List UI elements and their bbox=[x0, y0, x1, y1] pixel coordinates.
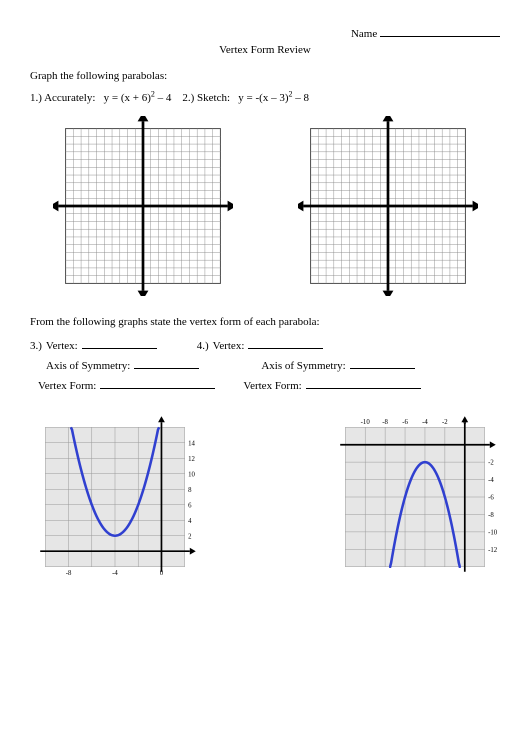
problem-3-vertex: 3.) Vertex: bbox=[30, 340, 157, 352]
svg-text:-12: -12 bbox=[488, 547, 498, 554]
svg-text:6: 6 bbox=[188, 502, 192, 509]
problem-1-eq-prefix: y = (x + 6) bbox=[104, 92, 151, 104]
svg-text:-8: -8 bbox=[488, 512, 494, 519]
svg-text:-2: -2 bbox=[442, 419, 448, 426]
problem-4-vertex: 4.) Vertex: bbox=[197, 340, 324, 352]
svg-text:-10: -10 bbox=[488, 529, 498, 536]
svg-text:4: 4 bbox=[188, 518, 192, 525]
name-field-row: Name bbox=[30, 28, 500, 40]
problem-2-eq-suffix: – 8 bbox=[293, 92, 310, 104]
problem-4-number: 4.) bbox=[197, 340, 209, 352]
name-blank[interactable] bbox=[380, 36, 500, 37]
problem-3-number: 3.) bbox=[30, 340, 42, 352]
svg-text:14: 14 bbox=[188, 440, 195, 447]
problem-2-label: Sketch: bbox=[197, 92, 230, 104]
problem-3-axis: Axis of Symmetry: bbox=[46, 360, 199, 372]
vertex-label: Vertex: bbox=[46, 340, 78, 352]
form-label: Vertex Form: bbox=[243, 380, 301, 392]
form-blank-4[interactable] bbox=[306, 388, 421, 389]
problem-3-form: Vertex Form: bbox=[38, 380, 215, 392]
form-blank-3[interactable] bbox=[100, 388, 215, 389]
svg-text:0: 0 bbox=[463, 419, 467, 426]
parabola-graphs-row: -8-402468101214 -10-8-6-4-20-2-4-6-8-10-… bbox=[30, 412, 500, 582]
problem-4-form: Vertex Form: bbox=[243, 380, 420, 392]
problem-1-label: Accurately: bbox=[44, 92, 95, 104]
vertex-label: Vertex: bbox=[213, 340, 245, 352]
problem-2-number: 2.) bbox=[182, 92, 194, 104]
svg-text:-4: -4 bbox=[422, 419, 428, 426]
svg-text:-4: -4 bbox=[112, 570, 118, 577]
problem-1-number: 1.) bbox=[30, 92, 42, 104]
worksheet-page: Name Vertex Form Review Graph the follow… bbox=[0, 0, 530, 749]
axis-label: Axis of Symmetry: bbox=[46, 360, 130, 372]
svg-text:-2: -2 bbox=[488, 460, 494, 467]
section2-instruction: From the following graphs state the vert… bbox=[30, 316, 500, 328]
vertex-blank-3[interactable] bbox=[82, 348, 157, 349]
svg-text:-4: -4 bbox=[488, 477, 494, 484]
name-label: Name bbox=[351, 28, 377, 40]
problem-1-eq-suffix: – 4 bbox=[155, 92, 172, 104]
axis-blank-3[interactable] bbox=[134, 368, 199, 369]
answer-blanks: 3.) Vertex: 4.) Vertex: Axis of Symmetry… bbox=[30, 340, 500, 392]
svg-text:0: 0 bbox=[160, 570, 164, 577]
svg-text:-6: -6 bbox=[488, 495, 494, 502]
svg-text:-8: -8 bbox=[66, 570, 72, 577]
svg-text:10: 10 bbox=[188, 471, 195, 478]
page-title: Vertex Form Review bbox=[30, 44, 500, 56]
parabola-graph-3: -8 -4 0 2 4 6 8 10 12 14 bbox=[30, 412, 200, 582]
svg-text:8: 8 bbox=[188, 487, 192, 494]
axis-blank-4[interactable] bbox=[350, 368, 415, 369]
form-label: Vertex Form: bbox=[38, 380, 96, 392]
section1-instruction: Graph the following parabolas: bbox=[30, 70, 500, 82]
blank-grid-1 bbox=[53, 116, 233, 296]
problem-equations: 1.) Accurately: y = (x + 6)2 – 4 2.) Ske… bbox=[30, 92, 500, 104]
parabola-graph-4: -10 -8 -6 -4 -2 0 -2 -4 -6 -8 -10 -12 bbox=[330, 412, 500, 582]
svg-text:-6: -6 bbox=[402, 419, 408, 426]
svg-text:-8: -8 bbox=[382, 419, 388, 426]
axis-label: Axis of Symmetry: bbox=[261, 360, 345, 372]
problem-4-axis: Axis of Symmetry: bbox=[261, 360, 414, 372]
svg-text:-10: -10 bbox=[361, 419, 371, 426]
vertex-blank-4[interactable] bbox=[248, 348, 323, 349]
svg-text:12: 12 bbox=[188, 456, 195, 463]
blank-grids-row bbox=[30, 116, 500, 296]
svg-text:2: 2 bbox=[188, 533, 192, 540]
problem-2-eq-prefix: y = -(x – 3) bbox=[238, 92, 288, 104]
blank-grid-2 bbox=[298, 116, 478, 296]
